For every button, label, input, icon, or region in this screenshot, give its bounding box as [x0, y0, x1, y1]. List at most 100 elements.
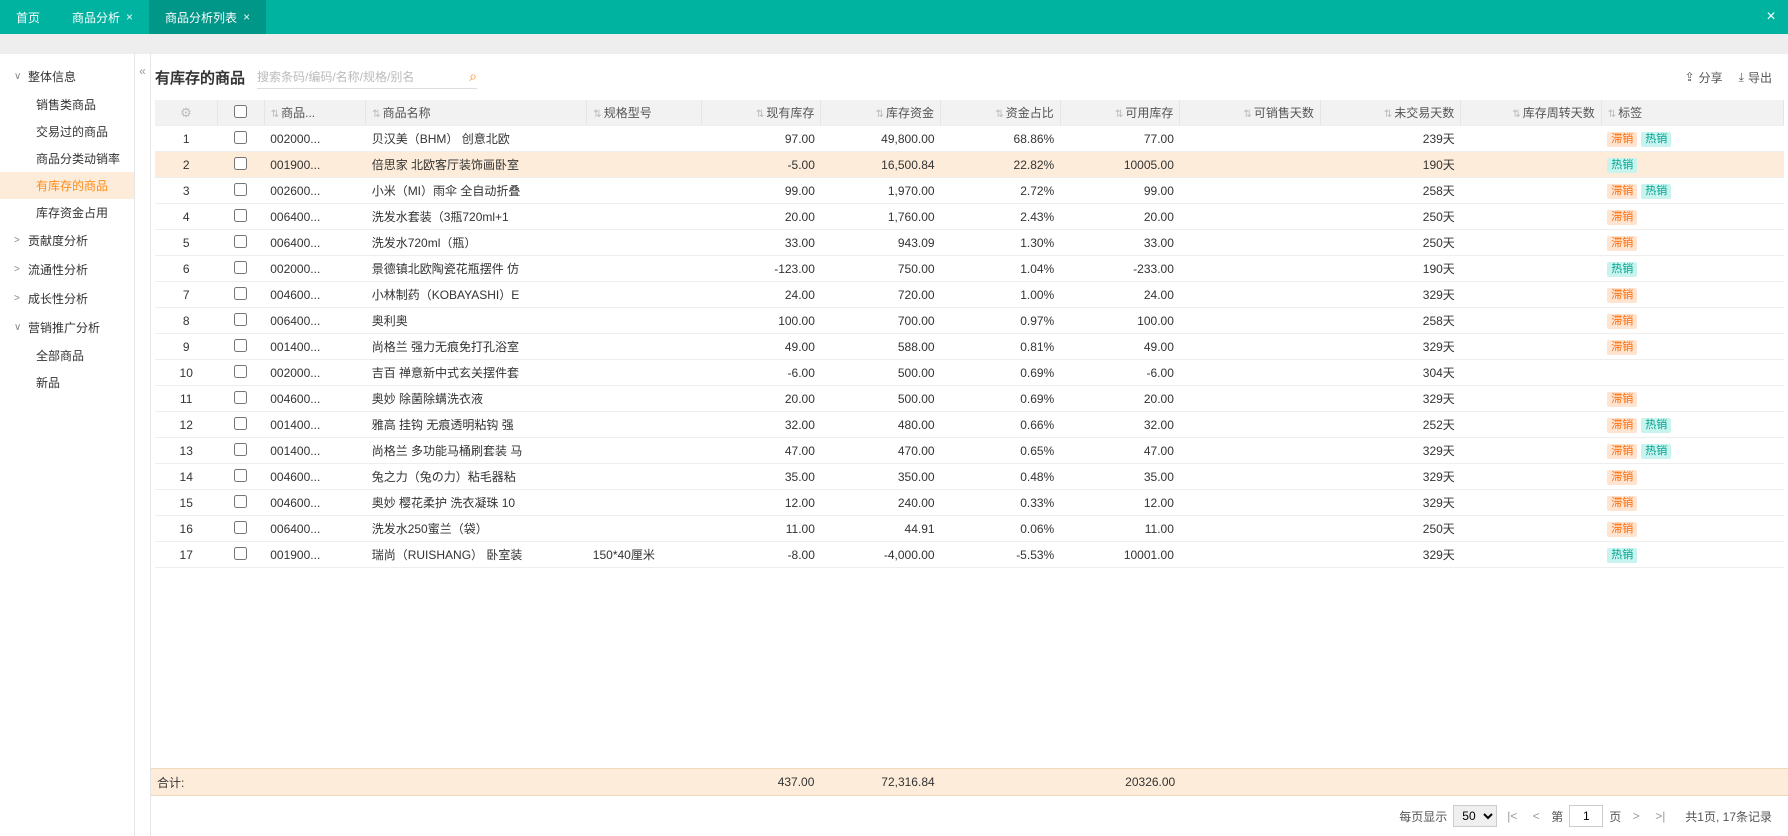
pager-last[interactable]: >|: [1651, 809, 1669, 823]
sidebar-item[interactable]: 商品分类动销率: [0, 145, 134, 172]
table-row[interactable]: 11004600...奥妙 除菌除螨洗衣液20.00500.000.69%20.…: [155, 386, 1784, 412]
gear-icon[interactable]: ⚙: [180, 105, 192, 120]
sidebar-item[interactable]: 全部商品: [0, 342, 134, 369]
cell-code: 004600...: [264, 464, 365, 490]
tag: 热销: [1641, 132, 1671, 147]
select-all-checkbox[interactable]: [234, 105, 247, 118]
col-idx[interactable]: ⚙: [155, 100, 217, 126]
table-row[interactable]: 6002000...景德镇北欧陶瓷花瓶摆件 仿-123.00750.001.04…: [155, 256, 1784, 282]
row-checkbox[interactable]: [234, 339, 247, 352]
table-row[interactable]: 7004600...小林制药（KOBAYASHI）E24.00720.001.0…: [155, 282, 1784, 308]
sidebar-group[interactable]: >贡献度分析: [0, 226, 134, 255]
cell-saled: [1180, 438, 1320, 464]
col-stock[interactable]: ⇅现有库存: [701, 100, 821, 126]
tab-1[interactable]: 商品分析×: [56, 0, 149, 34]
col-pct[interactable]: ⇅资金占比: [941, 100, 1061, 126]
cell-turn: [1461, 282, 1601, 308]
row-checkbox[interactable]: [234, 287, 247, 300]
cell-notr: 329天: [1320, 438, 1460, 464]
sidebar-item[interactable]: 交易过的商品: [0, 118, 134, 145]
sidebar-group[interactable]: >成长性分析: [0, 284, 134, 313]
row-checkbox[interactable]: [234, 209, 247, 222]
table-row[interactable]: 1002000...贝汉美（BHM） 创意北欧97.0049,800.0068.…: [155, 126, 1784, 152]
table-row[interactable]: 17001900...瑞尚（RUISHANG） 卧室装150*40厘米-8.00…: [155, 542, 1784, 568]
row-checkbox[interactable]: [234, 157, 247, 170]
pager-page-input[interactable]: [1569, 805, 1603, 827]
col-saled[interactable]: ⇅可销售天数: [1180, 100, 1320, 126]
row-checkbox[interactable]: [234, 313, 247, 326]
table-row[interactable]: 14004600...兔之力（兔の力）粘毛器粘35.00350.000.48%3…: [155, 464, 1784, 490]
sidebar-item[interactable]: 库存资金占用: [0, 199, 134, 226]
table-row[interactable]: 4006400...洗发水套装（3瓶720ml+120.001,760.002.…: [155, 204, 1784, 230]
table-scroll[interactable]: ⚙ ⇅商品...⇅商品名称⇅规格型号⇅现有库存⇅库存资金⇅资金占比⇅可用库存⇅可销…: [151, 100, 1788, 768]
cell-fund: 943.09: [821, 230, 941, 256]
col-tags[interactable]: ⇅标签: [1601, 100, 1783, 126]
col-avail[interactable]: ⇅可用库存: [1060, 100, 1180, 126]
tab-0[interactable]: 首页: [0, 0, 56, 34]
sidebar-item[interactable]: 有库存的商品: [0, 172, 134, 199]
row-checkbox[interactable]: [234, 235, 247, 248]
sidebar-item[interactable]: 新品: [0, 369, 134, 396]
content: 有库存的商品 ⌕ ⇪ 分享 ⤓ 导出 ⚙⇅商品...⇅商品名称⇅规格型号⇅现有库…: [151, 54, 1788, 836]
col-notr[interactable]: ⇅未交易天数: [1320, 100, 1460, 126]
search-input[interactable]: [257, 66, 477, 89]
sidebar-item[interactable]: 销售类商品: [0, 91, 134, 118]
row-checkbox[interactable]: [234, 443, 247, 456]
table-row[interactable]: 16006400...洗发水250蜜兰（袋）11.0044.910.06%11.…: [155, 516, 1784, 542]
share-button[interactable]: ⇪ 分享: [1685, 69, 1723, 86]
table-row[interactable]: 8006400...奥利奥100.00700.000.97%100.00258天…: [155, 308, 1784, 334]
export-button[interactable]: ⤓ 导出: [1739, 69, 1772, 86]
row-checkbox[interactable]: [234, 391, 247, 404]
table-row[interactable]: 5006400...洗发水720ml（瓶）33.00943.091.30%33.…: [155, 230, 1784, 256]
pager-prev[interactable]: <: [1527, 809, 1545, 823]
cell-tags: 滞销: [1601, 334, 1783, 360]
tab-2[interactable]: 商品分析列表×: [149, 0, 266, 34]
col-fund[interactable]: ⇅库存资金: [821, 100, 941, 126]
row-checkbox[interactable]: [234, 261, 247, 274]
sidebar-collapse-handle[interactable]: «: [135, 54, 151, 836]
row-checkbox[interactable]: [234, 417, 247, 430]
cell-pct: 0.69%: [941, 386, 1061, 412]
table-row[interactable]: 3002600...小米（MI）雨伞 全自动折叠99.001,970.002.7…: [155, 178, 1784, 204]
row-checkbox[interactable]: [234, 365, 247, 378]
col-code[interactable]: ⇅商品...: [264, 100, 365, 126]
row-checkbox[interactable]: [234, 521, 247, 534]
sidebar-group[interactable]: ∨营销推广分析: [0, 313, 134, 342]
search-icon[interactable]: ⌕: [469, 68, 477, 85]
cell-spec: [587, 204, 701, 230]
col-label: 标签: [1618, 106, 1642, 120]
cell-avail: 99.00: [1060, 178, 1180, 204]
tab-close-icon[interactable]: ×: [126, 10, 133, 24]
row-checkbox[interactable]: [234, 469, 247, 482]
row-checkbox[interactable]: [234, 183, 247, 196]
cell-code: 002000...: [264, 256, 365, 282]
table-row[interactable]: 15004600...奥妙 樱花柔护 洗衣凝珠 1012.00240.000.3…: [155, 490, 1784, 516]
chevron-icon: ∨: [14, 71, 24, 82]
cell-pct: 1.00%: [941, 282, 1061, 308]
cell-saled: [1180, 282, 1320, 308]
col-spec[interactable]: ⇅规格型号: [587, 100, 701, 126]
table-row[interactable]: 10002000...吉百 禅意新中式玄关摆件套-6.00500.000.69%…: [155, 360, 1784, 386]
cell-tags: 滞销: [1601, 490, 1783, 516]
cell-fund: 470.00: [821, 438, 941, 464]
tab-close-icon[interactable]: ×: [243, 10, 250, 24]
table-row[interactable]: 12001400...雅高 挂钩 无痕透明粘钩 强32.00480.000.66…: [155, 412, 1784, 438]
col-chk[interactable]: [217, 100, 264, 126]
table-row[interactable]: 13001400...尚格兰 多功能马桶刷套装 马47.00470.000.65…: [155, 438, 1784, 464]
close-all-tabs-icon[interactable]: ×: [1754, 0, 1788, 34]
table-row[interactable]: 9001400...尚格兰 强力无痕免打孔浴室49.00588.000.81%4…: [155, 334, 1784, 360]
sidebar-group[interactable]: >流通性分析: [0, 255, 134, 284]
cell-avail: 47.00: [1060, 438, 1180, 464]
sidebar-group[interactable]: ∨整体信息: [0, 62, 134, 91]
table-row[interactable]: 2001900...倍思家 北欧客厅装饰画卧室-5.0016,500.8422.…: [155, 152, 1784, 178]
per-page-label: 每页显示: [1399, 808, 1447, 825]
col-name[interactable]: ⇅商品名称: [366, 100, 587, 126]
row-checkbox[interactable]: [234, 547, 247, 560]
col-turn[interactable]: ⇅库存周转天数: [1461, 100, 1601, 126]
pager-first[interactable]: |<: [1503, 809, 1521, 823]
row-checkbox[interactable]: [234, 131, 247, 144]
row-checkbox[interactable]: [234, 495, 247, 508]
pager-next[interactable]: >: [1627, 809, 1645, 823]
cell-fund: 500.00: [821, 386, 941, 412]
per-page-select[interactable]: 50: [1453, 805, 1497, 827]
